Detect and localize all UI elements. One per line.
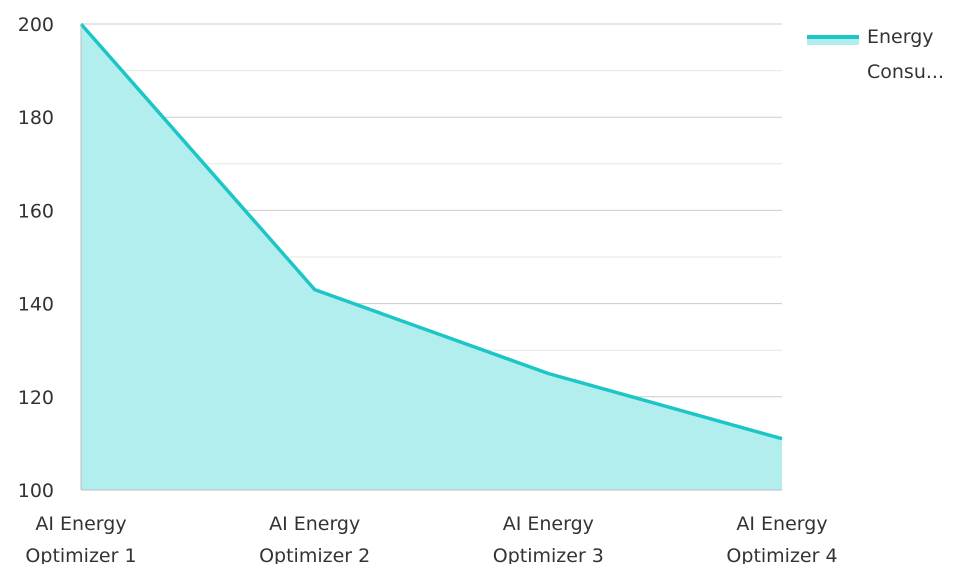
y-tick-label: 180 <box>18 107 54 129</box>
y-tick-label: 120 <box>18 387 54 409</box>
x-tick-labels: AI Energy Optimizer 1 AI Energy Optimizer 2… <box>25 513 837 564</box>
legend-label-line-1: Energy <box>867 26 934 48</box>
y-tick-label: 140 <box>18 294 54 316</box>
x-tick-label: AI Energy Optimizer 2 <box>259 513 370 564</box>
axes <box>80 24 782 491</box>
series-area <box>79 22 783 490</box>
legend-label-line-2: Consu... <box>867 61 944 83</box>
y-tick-labels: 100 120 140 160 180 200 <box>18 14 54 502</box>
y-tick-label: 160 <box>18 200 54 222</box>
x-tick-label: AI Energy Optimizer 4 <box>726 513 837 564</box>
y-tick-label: 200 <box>18 14 54 36</box>
series-line <box>79 22 783 441</box>
legend-swatch <box>807 37 859 45</box>
series-area-fill <box>81 24 782 490</box>
y-tick-label: 100 <box>18 480 54 502</box>
legend: Energy Consu... <box>807 26 944 83</box>
x-tick-label: AI Energy Optimizer 3 <box>493 513 604 564</box>
x-tick-label: AI Energy Optimizer 1 <box>25 513 136 564</box>
